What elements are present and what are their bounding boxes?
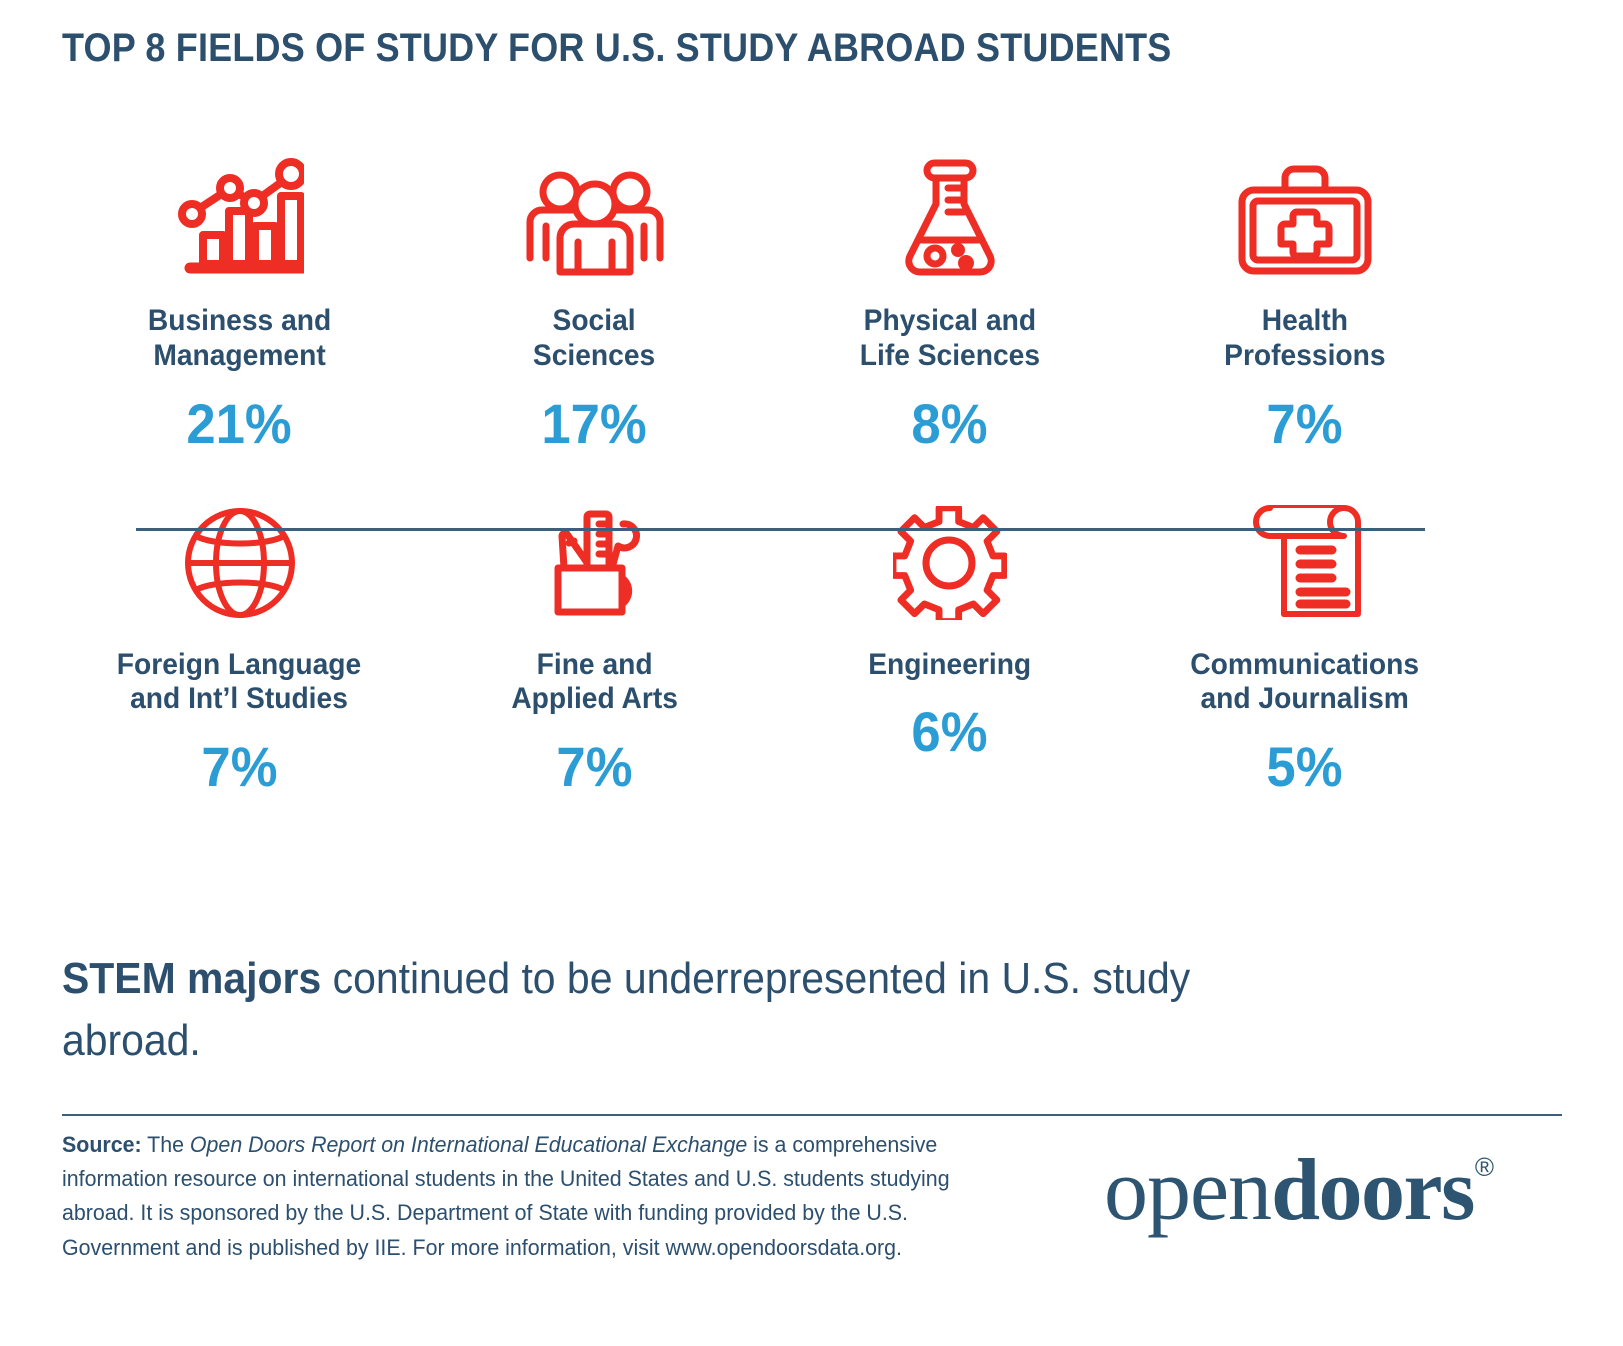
field-card-foreign-language-and-intl-studies: Foreign Language and Int’l Studies 7%: [62, 494, 417, 796]
field-percent: 7%: [1266, 391, 1343, 455]
art-supplies-cup-icon: [536, 494, 654, 620]
source-report-title: Open Doors Report on International Educa…: [189, 1132, 748, 1157]
field-label-line-1: Physical and: [863, 304, 1036, 337]
field-label: Business and Management: [148, 304, 331, 374]
field-card-business-and-management: Business and Management 21%: [62, 150, 417, 452]
stem-statement: STEM majors continued to be underreprese…: [62, 948, 1318, 1073]
field-label-line-2: Professions: [1223, 338, 1386, 372]
first-aid-kit-icon: [1237, 150, 1373, 276]
field-label: Engineering: [868, 648, 1031, 683]
globe-icon: [183, 494, 297, 620]
gear-icon: [892, 494, 1007, 620]
logo-text-open: open: [1104, 1142, 1272, 1239]
source-note: Source: The Open Doors Report on Interna…: [62, 1128, 1022, 1265]
source-part-2: is a comprehensive information resource …: [62, 1132, 950, 1260]
field-percent: 8%: [911, 391, 988, 455]
scroll-document-icon: [1248, 494, 1362, 620]
field-label-line-1: Foreign Language: [117, 647, 362, 681]
field-percent: 5%: [1266, 735, 1343, 799]
field-label-line-1: Communications: [1190, 647, 1419, 681]
field-label-line-1: Health: [1261, 304, 1348, 337]
bar-chart-growth-icon: [176, 150, 304, 276]
field-label-line-2: and Journalism: [1200, 682, 1409, 716]
field-label-line-2: Management: [153, 338, 326, 372]
field-percent: 21%: [186, 391, 293, 455]
field-percent: 7%: [556, 735, 633, 799]
source-label: Source:: [62, 1132, 142, 1157]
field-label: Fine and Applied Arts: [511, 648, 678, 718]
stem-statement-bold: STEM majors: [62, 954, 322, 1003]
field-label-line-2: Applied Arts: [511, 682, 678, 716]
fields-row-1: Business and Management 21%: [62, 150, 1482, 452]
footer-divider: [62, 1114, 1562, 1116]
flask-icon: [900, 150, 1000, 276]
registered-trademark-icon: ®: [1474, 1152, 1494, 1182]
field-label-line-1: Social: [552, 304, 637, 337]
fields-row-2: Foreign Language and Int’l Studies 7%: [62, 494, 1482, 796]
field-card-physical-and-life-sciences: Physical and Life Sciences 8%: [772, 150, 1127, 452]
people-group-icon: [520, 150, 670, 276]
field-card-health-professions: Health Professions 7%: [1127, 150, 1482, 452]
row-divider: [136, 528, 1425, 531]
field-label-line-2: Life Sciences: [859, 338, 1040, 372]
field-percent: 17%: [541, 391, 648, 455]
field-label-line-1: Engineering: [868, 647, 1031, 681]
field-label: Social Sciences: [533, 304, 655, 374]
stem-statement-rest: continued to be underrepresented in U.S.…: [62, 954, 1191, 1066]
field-label-line-2: and Int’l Studies: [130, 682, 349, 716]
field-label: Health Professions: [1224, 304, 1385, 374]
fields-grid: Business and Management 21%: [62, 150, 1482, 795]
source-part-1: The: [141, 1132, 190, 1157]
field-card-communications-and-journalism: Communications and Journalism 5%: [1127, 494, 1482, 796]
field-card-social-sciences: Social Sciences 17%: [417, 150, 772, 452]
field-label-line-1: Business and: [147, 304, 332, 337]
field-label: Foreign Language and Int’l Studies: [117, 648, 361, 718]
field-label-line-2: Sciences: [533, 338, 656, 372]
field-card-engineering: Engineering 6%: [772, 494, 1127, 796]
field-percent: 6%: [911, 700, 988, 764]
field-label: Physical and Life Sciences: [859, 304, 1039, 374]
field-percent: 7%: [201, 735, 278, 799]
field-label: Communications and Journalism: [1190, 648, 1419, 718]
page-title: TOP 8 FIELDS OF STUDY FOR U.S. STUDY ABR…: [62, 26, 1172, 70]
field-label-line-1: Fine and: [536, 647, 653, 681]
field-card-fine-and-applied-arts: Fine and Applied Arts 7%: [417, 494, 772, 796]
logo-text-doors: doors: [1271, 1142, 1475, 1239]
opendoors-logo: open doors ®: [1104, 1142, 1494, 1239]
